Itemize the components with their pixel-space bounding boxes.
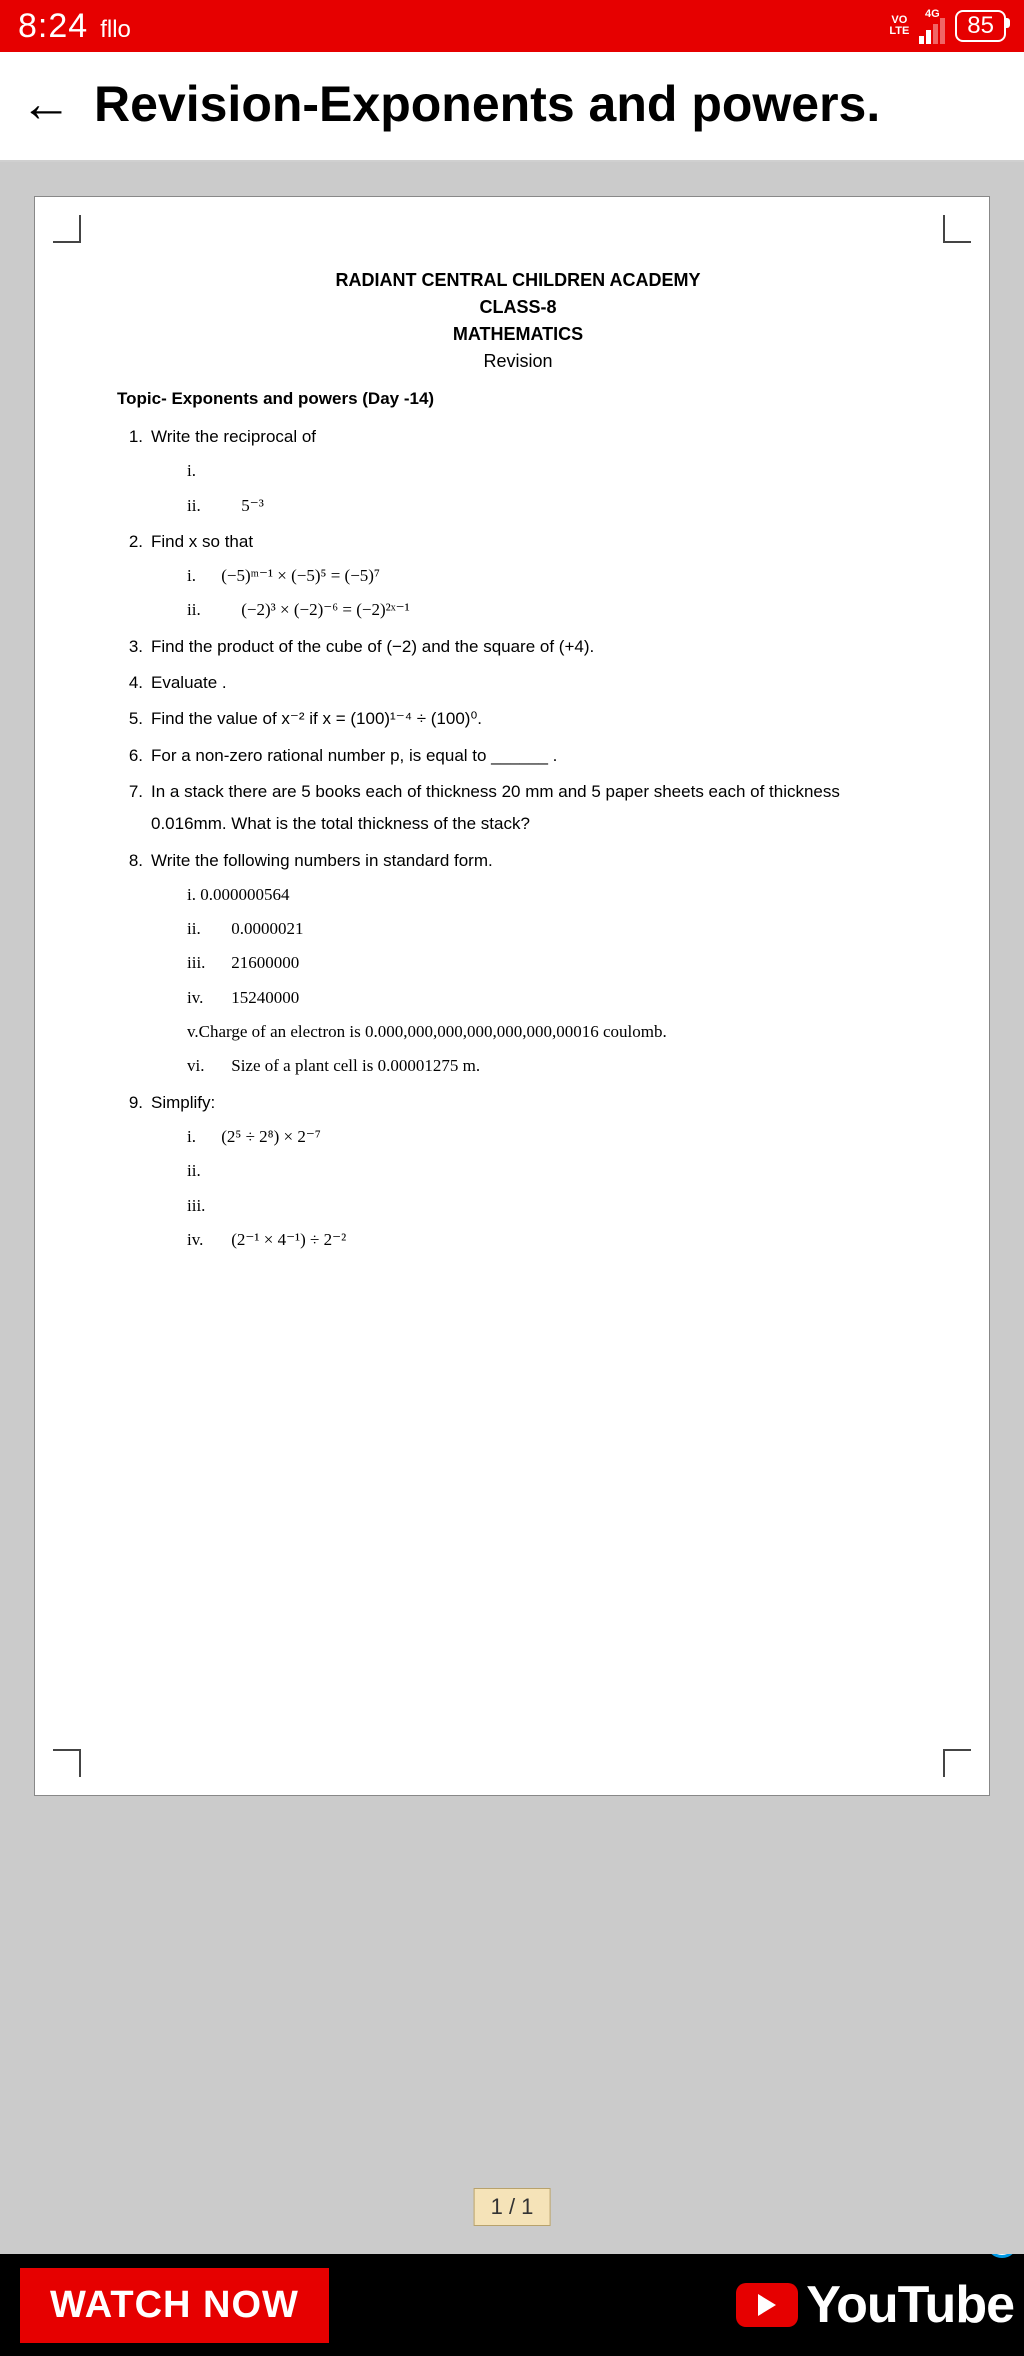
question-item: 6. For a non-zero rational number p, is …: [117, 740, 919, 772]
math-expr: (2⁻¹ × 4⁻¹) ÷ 2⁻²: [221, 1230, 346, 1249]
sub-label: vi.: [187, 1050, 217, 1082]
school-name: RADIANT CENTRAL CHILDREN ACADEMY: [117, 267, 919, 294]
sub-label: iv.: [187, 1224, 217, 1256]
sub-label: i.: [187, 1121, 217, 1153]
question-item: 4. Evaluate .: [117, 667, 919, 699]
math-expr: (−5)ᵐ⁻¹ × (−5)⁵ = (−5)⁷: [221, 566, 380, 585]
sub-item: ii.: [151, 1155, 919, 1187]
page-indicator: 1 / 1: [474, 2188, 551, 2226]
sub-item: 0.0000021: [221, 919, 303, 938]
status-carrier: fllo: [100, 16, 131, 44]
crop-mark-icon: [943, 215, 971, 243]
document-viewport[interactable]: RADIANT CENTRAL CHILDREN ACADEMY CLASS-8…: [0, 162, 1024, 1806]
volte-icon: VO LTE: [889, 15, 909, 37]
sub-item: i.: [187, 455, 217, 487]
question-number: 7.: [117, 776, 151, 841]
question-number: 4.: [117, 667, 151, 699]
sub-label: iii.: [187, 947, 217, 979]
question-item: 2. Find x so that i. (−5)ᵐ⁻¹ × (−5)⁵ = (…: [117, 526, 919, 627]
question-text: Find x so that: [151, 532, 253, 551]
math-expr: (−2)³ × (−2)⁻⁶ = (−2)²ˣ⁻¹: [221, 600, 409, 619]
question-text: Find the product of the cube of (−2) and…: [151, 631, 919, 663]
question-item: 3. Find the product of the cube of (−2) …: [117, 631, 919, 663]
question-number: 6.: [117, 740, 151, 772]
math-expr: 5⁻³: [221, 496, 264, 515]
question-number: 5.: [117, 703, 151, 735]
youtube-text: YouTube: [806, 2275, 1014, 2335]
question-text: Write the following numbers in standard …: [151, 851, 493, 870]
question-list: 1. Write the reciprocal of i. ii. 5⁻³ 2.…: [117, 421, 919, 1256]
sub-item: v.Charge of an electron is 0.000,000,000…: [151, 1016, 919, 1048]
question-number: 2.: [117, 526, 151, 627]
battery-indicator: 85: [955, 10, 1006, 42]
watch-now-button[interactable]: WATCH NOW: [20, 2268, 329, 2343]
question-text: Simplify:: [151, 1093, 215, 1112]
question-text: Write the reciprocal of: [151, 427, 316, 446]
question-number: 1.: [117, 421, 151, 522]
sub-item: i. 0.000000564: [151, 879, 919, 911]
sub-label: iv.: [187, 982, 217, 1014]
document-page: RADIANT CENTRAL CHILDREN ACADEMY CLASS-8…: [34, 196, 990, 1796]
revision-label: Revision: [117, 348, 919, 375]
ad-info-icon[interactable]: i: [986, 2254, 1018, 2258]
crop-mark-icon: [53, 215, 81, 243]
sub-item: 15240000: [221, 988, 299, 1007]
question-item: 5. Find the value of x⁻² if x = (100)¹⁻⁴…: [117, 703, 919, 735]
question-item: 9. Simplify: i. (2⁵ ÷ 2⁸) × 2⁻⁷ ii. iii.…: [117, 1087, 919, 1256]
question-text: Evaluate .: [151, 667, 919, 699]
status-time: 8:24: [18, 7, 88, 46]
youtube-icon: [736, 2283, 798, 2327]
sub-label: ii.: [187, 490, 217, 522]
youtube-logo[interactable]: YouTube: [736, 2275, 1014, 2335]
question-item: 7. In a stack there are 5 books each of …: [117, 776, 919, 841]
sub-item: 21600000: [221, 953, 299, 972]
math-expr: (2⁵ ÷ 2⁸) × 2⁻⁷: [221, 1127, 321, 1146]
app-header: ← Revision-Exponents and powers.: [0, 52, 1024, 162]
sub-label: ii.: [187, 913, 217, 945]
sub-label: ii.: [187, 594, 217, 626]
question-text: For a non-zero rational number p, is equ…: [151, 740, 919, 772]
crop-mark-icon: [53, 1749, 81, 1777]
question-number: 9.: [117, 1087, 151, 1256]
network-icon: 4G: [919, 9, 945, 44]
topic-line: Topic- Exponents and powers (Day -14): [117, 389, 919, 409]
signal-icon: [919, 20, 945, 44]
question-item: 8. Write the following numbers in standa…: [117, 845, 919, 1083]
page-title: Revision-Exponents and powers.: [94, 75, 880, 133]
status-bar: 8:24 fllo VO LTE 4G 85: [0, 0, 1024, 52]
question-number: 8.: [117, 845, 151, 1083]
sub-label: i.: [187, 560, 217, 592]
question-text: In a stack there are 5 books each of thi…: [151, 776, 919, 841]
subject-label: MATHEMATICS: [117, 321, 919, 348]
sub-item: iii.: [151, 1190, 919, 1222]
question-item: 1. Write the reciprocal of i. ii. 5⁻³: [117, 421, 919, 522]
ad-banner[interactable]: i WATCH NOW YouTube: [0, 2254, 1024, 2356]
sub-item: Size of a plant cell is 0.00001275 m.: [221, 1056, 480, 1075]
question-number: 3.: [117, 631, 151, 663]
back-arrow-icon[interactable]: ←: [20, 74, 72, 134]
class-label: CLASS-8: [117, 294, 919, 321]
crop-mark-icon: [943, 1749, 971, 1777]
question-text: Find the value of x⁻² if x = (100)¹⁻⁴ ÷ …: [151, 703, 919, 735]
